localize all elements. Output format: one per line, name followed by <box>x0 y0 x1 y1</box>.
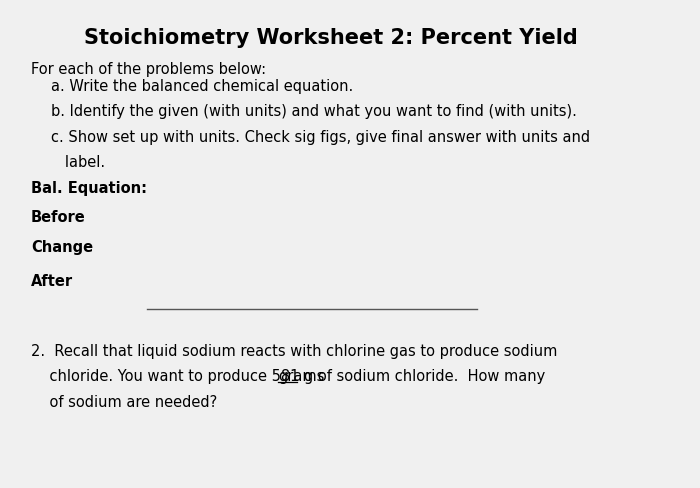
Text: Before: Before <box>31 210 86 225</box>
Text: label.: label. <box>51 155 105 170</box>
Text: For each of the problems below:: For each of the problems below: <box>31 62 266 77</box>
Text: Bal. Equation:: Bal. Equation: <box>31 181 147 196</box>
Text: b. Identify the given (with units) and what you want to find (with units).: b. Identify the given (with units) and w… <box>51 104 577 119</box>
Text: After: After <box>31 273 74 288</box>
Text: c. Show set up with units. Check sig figs, give final answer with units and: c. Show set up with units. Check sig fig… <box>51 129 590 144</box>
Text: of sodium are needed?: of sodium are needed? <box>31 394 217 409</box>
Text: 2.  Recall that liquid sodium reacts with chlorine gas to produce sodium: 2. Recall that liquid sodium reacts with… <box>31 344 557 359</box>
Text: Change: Change <box>31 239 93 254</box>
Text: a. Write the balanced chemical equation.: a. Write the balanced chemical equation. <box>51 79 353 94</box>
Text: Stoichiometry Worksheet 2: Percent Yield: Stoichiometry Worksheet 2: Percent Yield <box>85 28 578 48</box>
Text: chloride. You want to produce 581 g of sodium chloride.  How many: chloride. You want to produce 581 g of s… <box>31 369 550 384</box>
Text: grams: grams <box>278 369 325 384</box>
